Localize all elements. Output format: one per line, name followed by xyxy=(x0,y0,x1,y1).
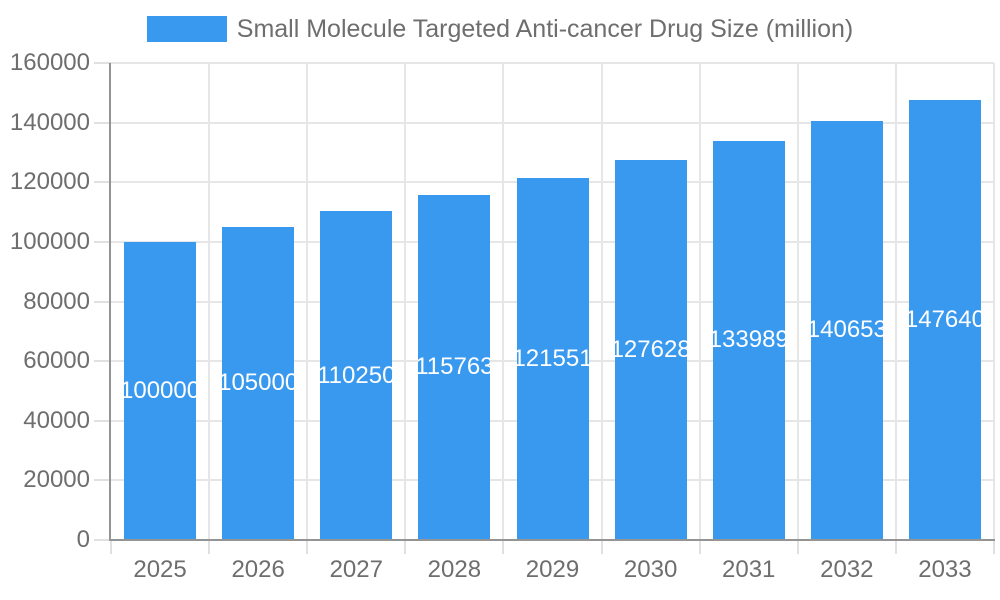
x-tick-label: 2031 xyxy=(722,556,776,583)
y-tick-label: 120000 xyxy=(9,168,90,196)
y-tick-label: 80000 xyxy=(23,287,90,315)
y-tick-mark xyxy=(94,240,111,243)
bar[interactable]: 147640 xyxy=(908,99,981,540)
bar[interactable]: 133989 xyxy=(712,140,785,540)
bar-value-label: 133989 xyxy=(712,326,785,354)
bar-value-label: 110250 xyxy=(320,361,393,389)
y-tick-mark xyxy=(94,121,111,124)
x-tick-label: 2030 xyxy=(623,556,678,583)
x-tick-label: 2033 xyxy=(918,556,972,583)
legend-swatch-icon xyxy=(146,16,227,42)
bar[interactable]: 100000 xyxy=(124,241,197,540)
gridline-vertical xyxy=(306,63,309,540)
bar-value-label: 127628 xyxy=(614,335,687,363)
bar[interactable]: 121551 xyxy=(516,177,589,540)
gridline-vertical xyxy=(404,63,407,540)
gridline-vertical xyxy=(698,63,701,540)
x-tick-mark xyxy=(502,541,505,554)
legend: Small Molecule Targeted Anti-cancer Drug… xyxy=(0,14,1000,44)
x-tick-mark xyxy=(208,541,211,554)
y-tick-mark xyxy=(94,360,111,363)
x-tick-mark xyxy=(600,541,603,554)
x-tick-label: 2032 xyxy=(820,556,874,583)
y-tick-label: 60000 xyxy=(23,347,90,375)
bar-value-label: 100000 xyxy=(124,376,197,404)
x-tick-mark xyxy=(796,541,799,554)
x-tick-mark xyxy=(110,541,112,554)
y-tick-mark xyxy=(94,479,111,482)
x-tick-mark xyxy=(404,541,407,554)
x-tick-mark xyxy=(306,541,309,554)
y-tick-mark xyxy=(94,539,111,541)
x-tick-mark xyxy=(698,541,701,554)
y-tick-label: 0 xyxy=(76,526,90,553)
y-tick-mark xyxy=(94,419,111,422)
gridline-vertical xyxy=(796,63,799,540)
plot-area: 100000 105000 110250 115763 121551 127628 1339… xyxy=(111,62,995,540)
y-tick-label: 40000 xyxy=(23,406,90,434)
bar[interactable]: 115763 xyxy=(418,194,491,540)
bar-value-label: 121551 xyxy=(516,344,589,372)
x-tick-label: 2028 xyxy=(427,556,482,583)
x-tick-label: 2026 xyxy=(231,556,285,583)
gridline-horizontal xyxy=(111,62,994,64)
gridline-horizontal xyxy=(111,121,994,124)
y-tick-label: 100000 xyxy=(9,227,90,255)
bar[interactable]: 140653 xyxy=(810,120,883,540)
gridline-vertical xyxy=(502,63,505,540)
x-tick-mark xyxy=(894,541,897,554)
bar[interactable]: 127628 xyxy=(614,159,687,540)
gridline-vertical xyxy=(600,63,603,540)
y-tick-mark xyxy=(94,181,111,184)
y-tick-mark xyxy=(94,62,111,64)
x-tick-label: 2029 xyxy=(525,556,580,583)
bar-value-label: 147640 xyxy=(908,305,981,333)
gridline-vertical xyxy=(894,63,897,540)
x-axis-line xyxy=(109,539,995,541)
legend-label: Small Molecule Targeted Anti-cancer Drug… xyxy=(236,15,854,43)
x-tick-label: 2027 xyxy=(329,556,383,583)
y-tick-label: 160000 xyxy=(9,49,90,76)
y-tick-mark xyxy=(94,300,111,303)
bar[interactable]: 105000 xyxy=(222,226,295,540)
bar[interactable]: 110250 xyxy=(320,211,393,540)
x-tick-mark xyxy=(993,541,995,554)
y-tick-label: 140000 xyxy=(9,108,90,136)
gridline-vertical xyxy=(993,63,995,540)
legend-item[interactable]: Small Molecule Targeted Anti-cancer Drug… xyxy=(146,14,854,44)
x-tick-label: 2025 xyxy=(133,556,187,583)
bar-value-label: 115763 xyxy=(418,353,491,381)
y-axis-line xyxy=(109,63,111,541)
bar-value-label: 140653 xyxy=(810,316,883,344)
gridline-vertical xyxy=(208,63,211,540)
bar-value-label: 105000 xyxy=(222,369,295,397)
y-tick-label: 20000 xyxy=(23,466,90,494)
